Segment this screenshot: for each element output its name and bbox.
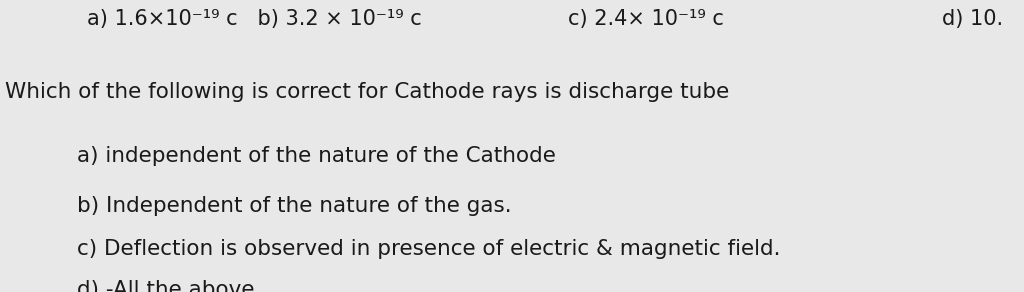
Text: a) 1.6×10⁻¹⁹ c   b) 3.2 × 10⁻¹⁹ c: a) 1.6×10⁻¹⁹ c b) 3.2 × 10⁻¹⁹ c [87, 9, 422, 29]
Text: d) -All the above: d) -All the above [77, 280, 254, 292]
Text: b) Independent of the nature of the gas.: b) Independent of the nature of the gas. [77, 196, 511, 215]
Text: a) independent of the nature of the Cathode: a) independent of the nature of the Cath… [77, 146, 556, 166]
Text: d) 10.: d) 10. [942, 9, 1004, 29]
Text: c) 2.4× 10⁻¹⁹ c: c) 2.4× 10⁻¹⁹ c [568, 9, 724, 29]
Text: c) Deflection is observed in presence of electric & magnetic field.: c) Deflection is observed in presence of… [77, 239, 780, 259]
Text: Which of the following is correct for Cathode rays is discharge tube: Which of the following is correct for Ca… [5, 82, 729, 102]
